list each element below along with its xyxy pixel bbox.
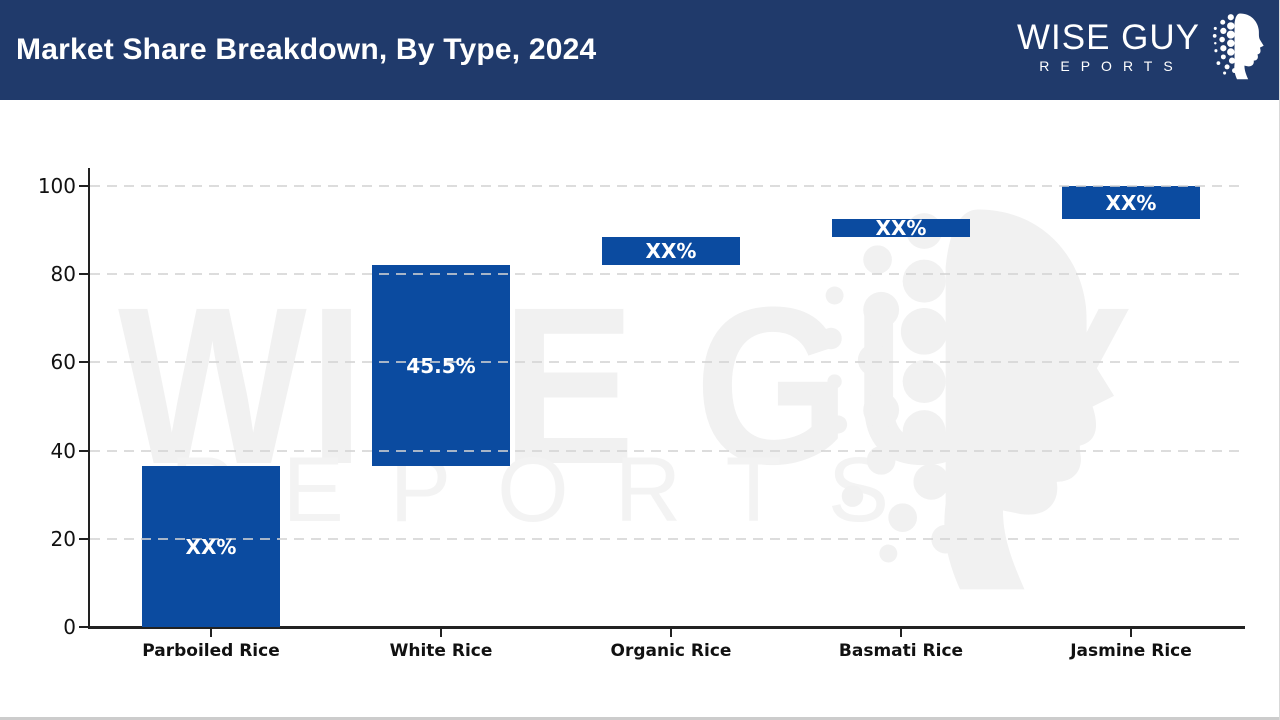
y-axis-line <box>88 168 90 629</box>
x-axis-category-label: Jasmine Rice <box>1070 641 1192 661</box>
bar-value-label: XX% <box>1105 190 1157 215</box>
page-title: Market Share Breakdown, By Type, 2024 <box>16 33 597 66</box>
y-axis-tick-label: 60 <box>50 350 76 375</box>
y-axis-tick-mark <box>79 361 88 364</box>
x-axis-category-label: Parboiled Rice <box>142 641 280 661</box>
y-axis-tick-mark <box>79 626 88 628</box>
bar-white-rice <box>372 265 510 467</box>
gridline <box>90 449 1245 452</box>
y-axis-tick-label: 40 <box>50 438 76 463</box>
x-axis-tick-mark <box>1130 629 1132 637</box>
bar-value-label: 45.5% <box>406 353 476 378</box>
x-axis-tick-mark <box>900 629 902 637</box>
y-axis-tick-mark <box>79 537 88 540</box>
bottom-border <box>0 717 1279 720</box>
x-axis-category-label: Basmati Rice <box>838 641 964 661</box>
x-axis-tick-mark <box>440 629 442 637</box>
x-axis-category-label: White Rice <box>389 641 493 661</box>
bar-organic-rice <box>602 236 740 266</box>
wiseguy-head-icon <box>1212 13 1264 80</box>
x-axis-category-label: Organic Rice <box>610 641 732 661</box>
gridline <box>90 537 1245 540</box>
y-axis-tick-mark <box>79 273 88 276</box>
gridline <box>90 273 1245 276</box>
y-axis-tick-label: 100 <box>37 174 76 198</box>
bar-value-label: XX% <box>185 534 237 559</box>
y-axis-tick-label: 80 <box>50 262 76 287</box>
y-axis-tick-label: 0 <box>63 615 76 639</box>
gridline <box>90 361 1245 364</box>
bar-value-label: XX% <box>645 239 697 264</box>
x-axis-line <box>88 626 1245 629</box>
bar-value-label: XX% <box>875 215 927 240</box>
y-axis-tick-mark <box>79 449 88 452</box>
wiseguy-logo: WISE GUY REPORTS <box>1017 6 1268 88</box>
report-header: Market Share Breakdown, By Type, 2024 WI… <box>0 0 1279 100</box>
x-axis-tick-mark <box>670 629 672 637</box>
y-axis-tick-mark <box>79 185 88 187</box>
y-axis-tick-label: 20 <box>50 526 76 551</box>
x-axis-tick-mark <box>210 629 212 637</box>
bar-parboiled-rice <box>142 466 280 627</box>
gridline <box>90 185 1245 187</box>
logo-subtitle: REPORTS <box>1039 58 1184 75</box>
logo-wordmark: WISE GUY <box>1016 17 1200 57</box>
